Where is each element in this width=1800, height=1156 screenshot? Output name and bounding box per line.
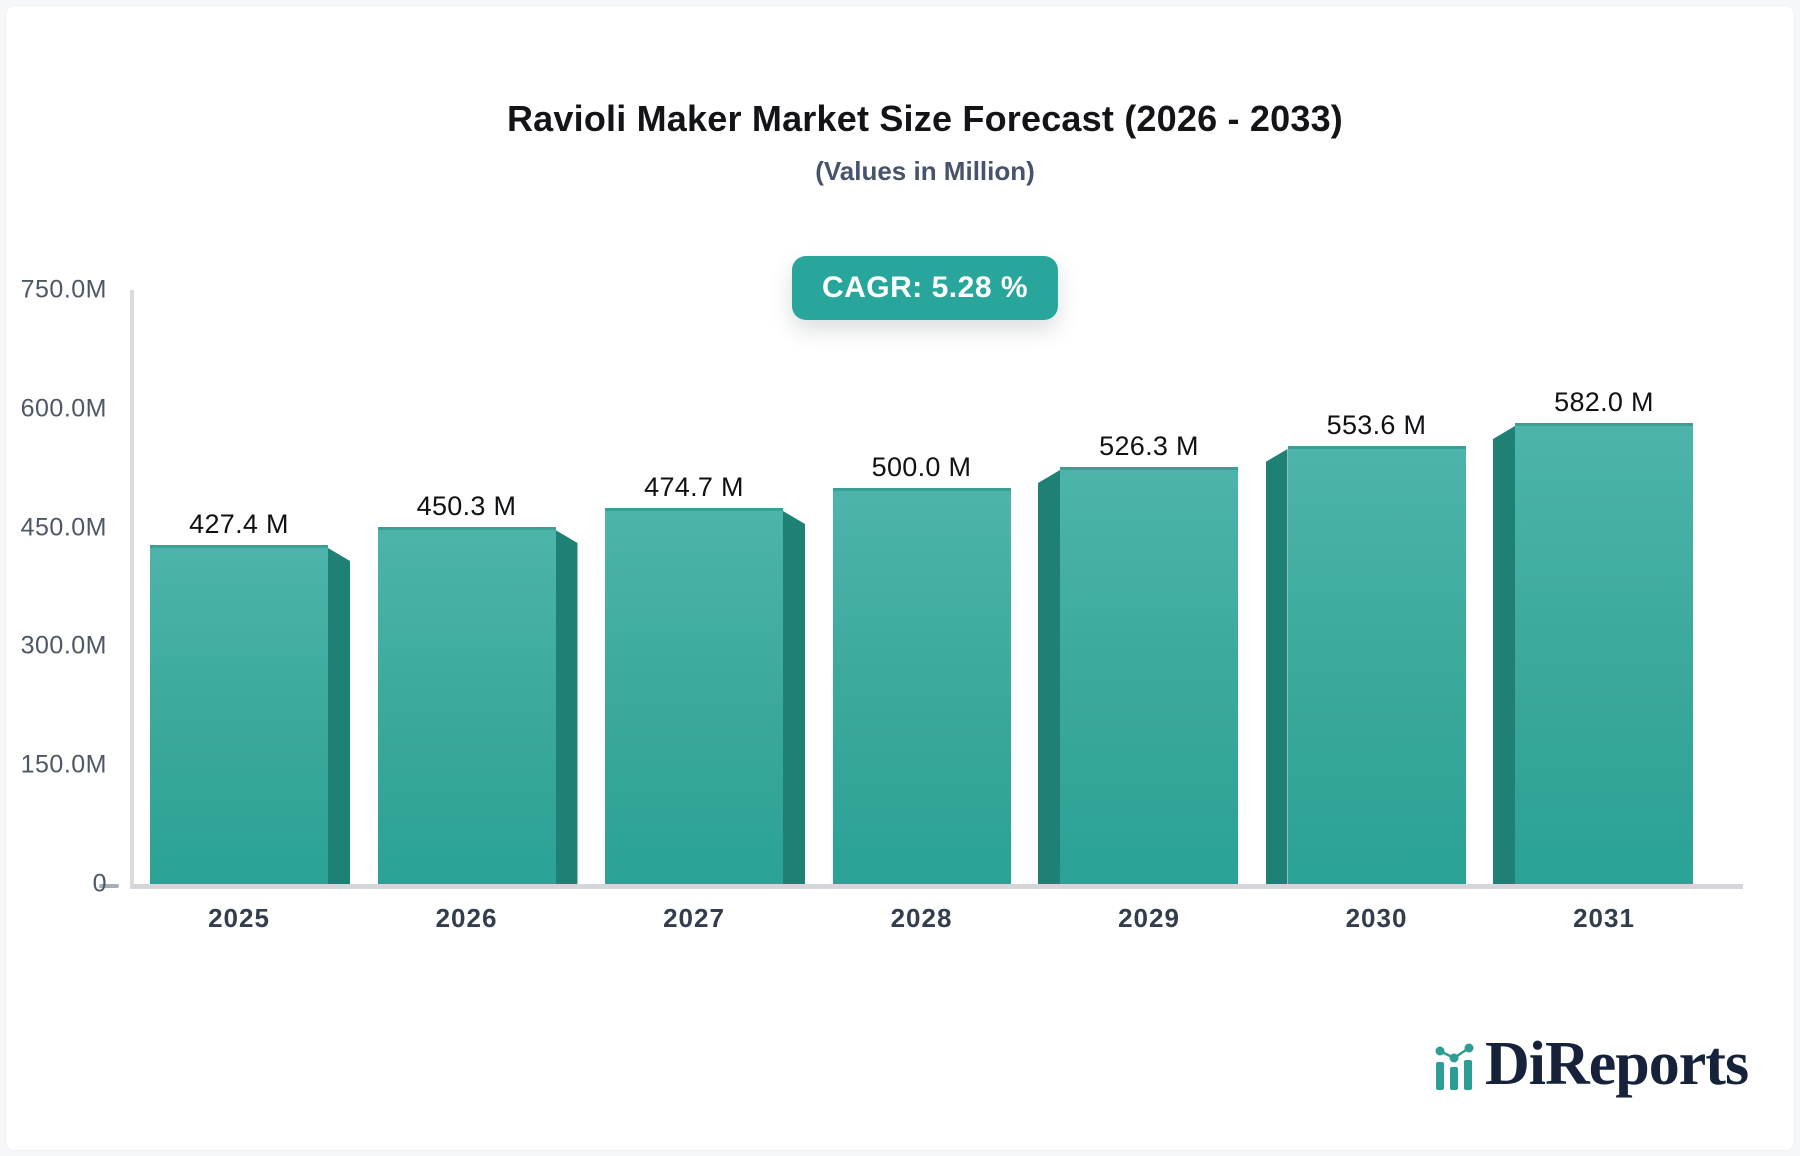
y-axis-line [130,290,134,886]
chart-title: Ravioli Maker Market Size Forecast (2026… [506,98,1343,139]
bar-value-label: 427.4 M [189,509,289,539]
x-axis-label-2029: 2029 [1118,903,1180,933]
y-tick-label: 450.0M [20,513,107,542]
bar-side-face [555,530,578,884]
x-axis-label-2026: 2026 [435,903,498,933]
x-axis-label-2028: 2028 [890,903,953,933]
x-axis-label-2027: 2027 [663,903,725,933]
chart-header: Ravioli Maker Market Size Forecast (2026… [275,98,1575,187]
x-axis-label-2031: 2031 [1573,903,1635,933]
bar-2031: 582.0 M [1493,387,1693,884]
bar-value-label: 450.3 M [416,491,517,521]
direports-logo-icon [1435,1043,1474,1090]
bar-2025: 427.4 M [150,509,350,884]
bar-side-face [783,511,805,884]
x-axis-baseline [130,884,1743,889]
bar-side-face [1265,449,1288,884]
bar-value-label: 500.0 M [871,452,972,482]
bar-side-face [328,548,350,884]
x-axis-label-2025: 2025 [208,903,270,933]
bar-value-label: 526.3 M [1099,431,1199,461]
bar-value-label: 582.0 M [1554,387,1654,417]
bar-side-face [1038,470,1060,884]
direports-logo-text: DiReports [1485,1030,1749,1098]
y-tick-label: 750.0M [20,275,107,304]
bar-value-label: 474.7 M [644,472,744,502]
y-tick-label: 300.0M [20,631,107,660]
x-axis-label-2030: 2030 [1345,903,1408,933]
cagr-badge: CAGR: 5.28 % [791,256,1059,320]
y-tick-label: 0 [92,869,107,898]
bar-2026: 450.3 M [377,491,578,884]
zero-tick-mark [99,884,119,888]
bar-2027: 474.7 M [605,472,805,884]
bar-2029: 526.3 M [1038,431,1238,884]
y-tick-label: 150.0M [20,750,107,779]
bar-2030: 553.6 M [1265,410,1466,884]
bar-value-label: 553.6 M [1326,410,1427,440]
bar-side-face [1493,426,1515,884]
direports-logo: DiReports [1433,1030,1749,1098]
chart-subtitle: (Values in Million) [815,156,1035,186]
y-tick-label: 600.0M [20,394,107,423]
bar-2028: 500.0 M [832,452,1011,884]
